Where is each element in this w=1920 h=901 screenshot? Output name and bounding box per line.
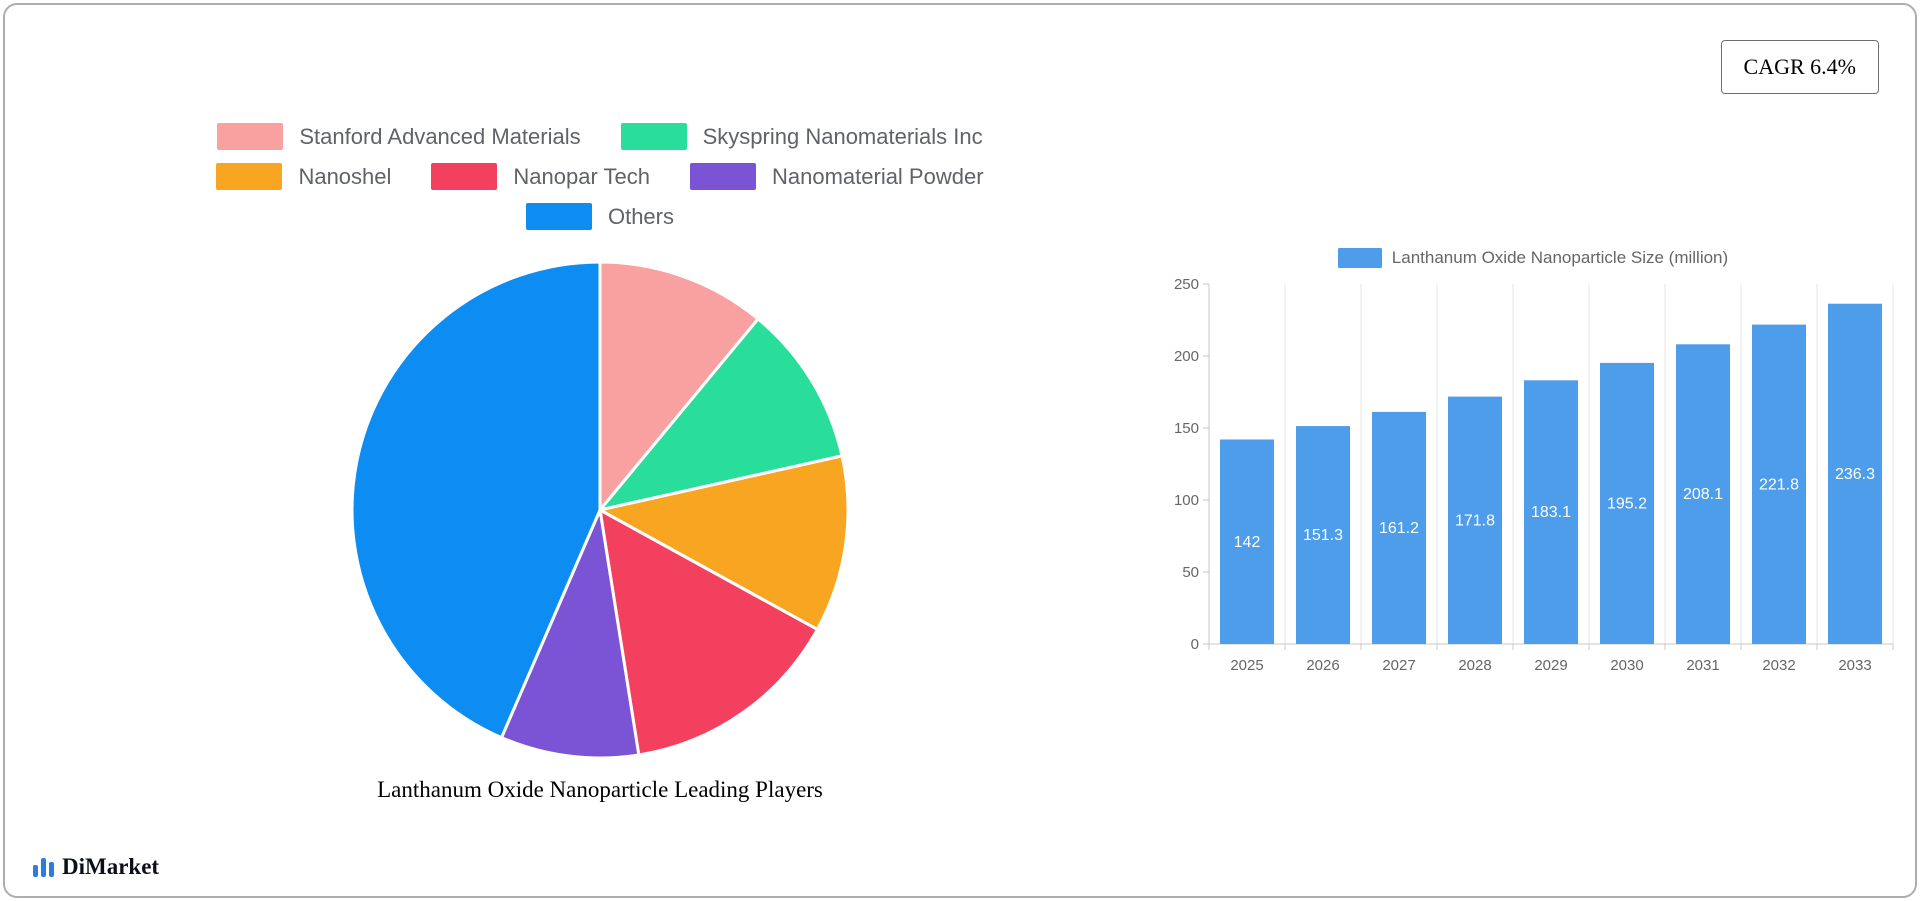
page: CAGR 6.4% Stanford Advanced Materials Sky… bbox=[3, 3, 1917, 898]
pie-slice[interactable] bbox=[598, 260, 760, 512]
pie-chart bbox=[350, 260, 850, 760]
y-axis-label: 250 bbox=[1174, 276, 1199, 293]
x-axis-label: 2031 bbox=[1686, 657, 1719, 674]
bar[interactable] bbox=[1372, 411, 1426, 644]
bar-value-label: 161.2 bbox=[1379, 520, 1419, 537]
x-axis-label: 2026 bbox=[1306, 657, 1339, 674]
legend-label: Nanomaterial Powder bbox=[771, 163, 984, 189]
legend-item[interactable]: Nanomaterial Powder bbox=[689, 163, 984, 190]
brand-name: DiMarket bbox=[62, 854, 160, 879]
pie-slice[interactable] bbox=[598, 317, 844, 512]
bar[interactable] bbox=[1296, 426, 1350, 644]
legend-label: Skyspring Nanomaterials Inc bbox=[702, 123, 983, 149]
bar-chart: 0 50 100 150 200 250 142 2025 151.3 2026 161.2 2027… bbox=[1174, 276, 1894, 674]
x-axis-label: 2025 bbox=[1230, 657, 1263, 674]
legend-item[interactable]: Stanford Advanced Materials bbox=[217, 123, 581, 150]
bar[interactable] bbox=[1600, 362, 1654, 644]
brand-logo[interactable]: DiMarket bbox=[33, 854, 159, 880]
bar-legend-swatch bbox=[1337, 248, 1382, 268]
legend-swatch bbox=[431, 163, 498, 190]
bar-chart-panel: Lanthanum Oxide Nanoparticle Size (milli… bbox=[1163, 248, 1903, 692]
bar-legend[interactable]: Lanthanum Oxide Nanoparticle Size (milli… bbox=[1337, 248, 1729, 268]
x-axis-label: 2028 bbox=[1458, 657, 1491, 674]
pie-legend-row: Stanford Advanced Materials Skyspring Nan… bbox=[217, 123, 983, 150]
pie-slice[interactable] bbox=[350, 260, 602, 740]
bar-value-label: 142 bbox=[1234, 534, 1261, 551]
bar-value-label: 208.1 bbox=[1683, 486, 1723, 503]
pie-legend-row: Others bbox=[525, 203, 674, 230]
bar-value-label: 236.3 bbox=[1835, 466, 1875, 483]
bar-value-label: 221.8 bbox=[1759, 476, 1799, 493]
bar[interactable] bbox=[1676, 344, 1730, 644]
pie-chart-panel: Stanford Advanced Materials Skyspring Nan… bbox=[95, 123, 1105, 803]
legend-label: Nanoshel bbox=[298, 163, 392, 189]
bar-chart-logo-icon bbox=[33, 858, 54, 880]
pie-slice[interactable] bbox=[500, 508, 641, 760]
legend-swatch bbox=[689, 163, 756, 190]
pie-legend-row: Nanoshel Nanopar Tech Nanomaterial Powder bbox=[216, 163, 984, 190]
y-axis-label: 200 bbox=[1174, 348, 1199, 365]
y-axis-label: 100 bbox=[1174, 492, 1199, 509]
legend-label: Stanford Advanced Materials bbox=[299, 123, 581, 149]
legend-label: Nanopar Tech bbox=[513, 163, 650, 189]
legend-swatch bbox=[216, 163, 283, 190]
legend-item[interactable]: Others bbox=[525, 203, 674, 230]
bar-legend-label: Lanthanum Oxide Nanoparticle Size (milli… bbox=[1391, 248, 1729, 267]
bar-value-label: 195.2 bbox=[1607, 496, 1647, 513]
bar[interactable] bbox=[1828, 303, 1882, 644]
x-axis-label: 2027 bbox=[1382, 657, 1415, 674]
x-axis-label: 2030 bbox=[1610, 657, 1643, 674]
legend-item[interactable]: Nanoshel bbox=[216, 163, 391, 190]
bar[interactable] bbox=[1524, 380, 1578, 644]
bar-value-label: 183.1 bbox=[1531, 504, 1571, 521]
bar[interactable] bbox=[1752, 324, 1806, 644]
x-axis-label: 2032 bbox=[1762, 657, 1795, 674]
pie-slice[interactable] bbox=[598, 454, 850, 631]
x-axis-label: 2029 bbox=[1534, 657, 1567, 674]
legend-swatch bbox=[217, 123, 284, 150]
bar[interactable] bbox=[1448, 396, 1502, 644]
bar[interactable] bbox=[1220, 439, 1274, 645]
bar-value-label: 171.8 bbox=[1455, 512, 1495, 529]
legend-item[interactable]: Nanopar Tech bbox=[431, 163, 650, 190]
legend-swatch bbox=[525, 203, 592, 230]
legend-swatch bbox=[620, 123, 687, 150]
y-axis-label: 0 bbox=[1191, 636, 1199, 653]
x-axis-label: 2033 bbox=[1838, 657, 1871, 674]
y-axis-label: 50 bbox=[1182, 564, 1199, 581]
y-axis-label: 150 bbox=[1174, 420, 1199, 437]
pie-title: Lanthanum Oxide Nanoparticle Leading Pla… bbox=[377, 777, 823, 802]
bar-value-label: 151.3 bbox=[1303, 527, 1343, 544]
pie-slice[interactable] bbox=[598, 508, 819, 757]
pie-legend: Stanford Advanced Materials Skyspring Nan… bbox=[216, 123, 984, 243]
legend-item[interactable]: Skyspring Nanomaterials Inc bbox=[620, 123, 983, 150]
cagr-badge: CAGR 6.4% bbox=[1720, 40, 1879, 94]
legend-label: Others bbox=[607, 203, 674, 229]
